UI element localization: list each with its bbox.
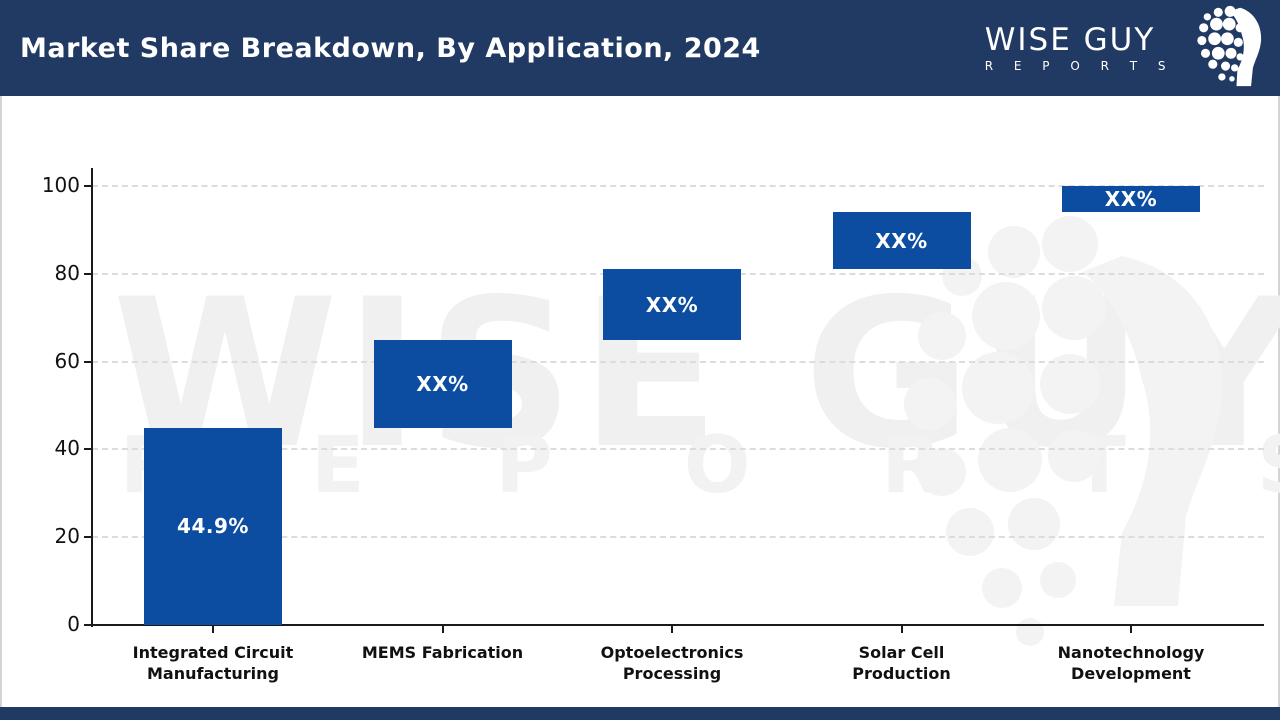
category-label: Nanotechnology Development <box>1057 643 1205 683</box>
gridline <box>92 448 1264 451</box>
y-tick-label: 100 <box>41 173 80 197</box>
y-tick-label: 0 <box>67 612 80 636</box>
brand-name: WISE GUY <box>984 22 1156 58</box>
x-tick <box>900 626 903 633</box>
y-axis <box>91 168 93 627</box>
dotted-head-icon <box>1180 4 1262 92</box>
category-label: Solar Cell Production <box>852 643 951 683</box>
header-bar: Market Share Breakdown, By Application, … <box>0 0 1280 96</box>
bar: XX% <box>373 339 512 428</box>
y-tick <box>84 272 91 275</box>
y-tick-label: 60 <box>54 348 80 373</box>
bar-value-label: XX% <box>875 228 928 253</box>
y-tick-label: 20 <box>54 524 80 549</box>
category-label: Integrated Circuit Manufacturing <box>132 643 294 683</box>
y-tick <box>84 536 91 539</box>
brand-subtitle: R E P O R T S <box>984 59 1174 73</box>
bar: XX% <box>1062 186 1200 213</box>
x-tick <box>671 626 673 633</box>
x-axis <box>87 624 1264 626</box>
footer-bar <box>0 707 1280 720</box>
bar: XX% <box>832 212 971 270</box>
category-label: MEMS Fabrication <box>361 643 524 662</box>
bar: XX% <box>603 269 741 340</box>
watermark-head-icon <box>882 196 1242 680</box>
gridline <box>92 536 1264 539</box>
x-tick <box>1130 626 1132 633</box>
gridline <box>92 360 1264 363</box>
y-tick-label: 40 <box>54 436 80 461</box>
bar-value-label: 44.9% <box>177 514 249 539</box>
y-tick-label: 80 <box>54 260 80 285</box>
page-title: Market Share Breakdown, By Application, … <box>20 32 761 64</box>
x-tick <box>441 626 444 633</box>
bar-value-label: XX% <box>416 371 469 396</box>
bar-value-label: XX% <box>645 292 699 317</box>
category-label: Optoelectronics Processing <box>600 643 744 683</box>
x-tick <box>212 626 214 633</box>
chart-area: WISE GUY R E P O R T S 0 20 40 60 80 100 44.9%… <box>0 96 1280 707</box>
y-tick <box>84 448 91 451</box>
bar: 44.9% <box>144 427 282 625</box>
gridline <box>92 185 1264 187</box>
y-tick <box>84 185 91 187</box>
brand-logo-text: WISE GUY R E P O R T S <box>985 23 1174 73</box>
bar-value-label: XX% <box>1104 187 1158 212</box>
brand-logo: WISE GUY R E P O R T S <box>985 0 1262 96</box>
y-tick <box>84 360 91 363</box>
